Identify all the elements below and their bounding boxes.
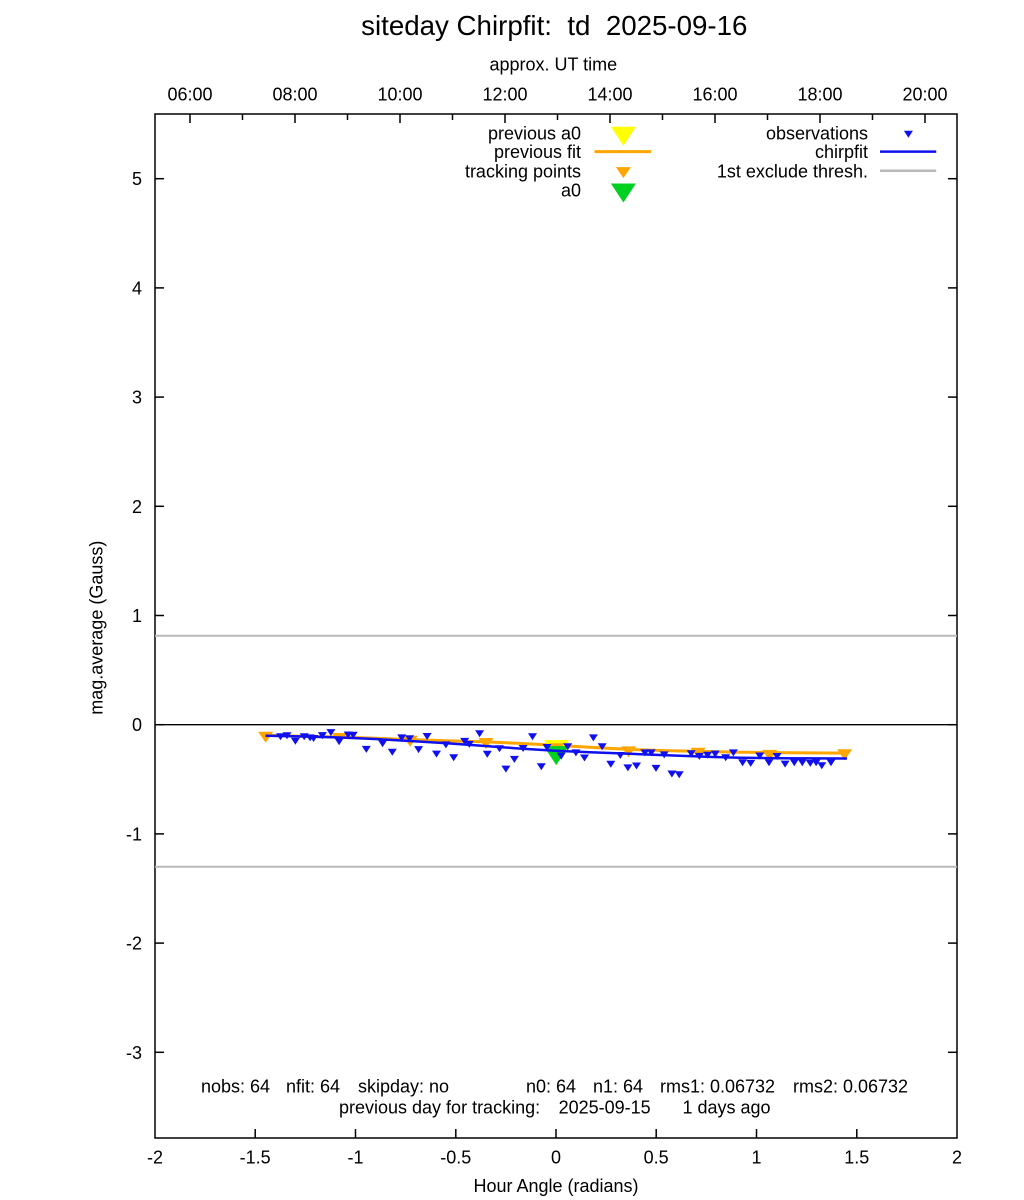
svg-text:rms2: 0.06732: rms2: 0.06732 [793, 1077, 908, 1097]
svg-text:-2: -2 [126, 934, 142, 954]
svg-text:0.5: 0.5 [644, 1148, 669, 1168]
svg-text:-1: -1 [126, 824, 142, 844]
svg-text:Hour Angle (radians): Hour Angle (radians) [473, 1176, 638, 1196]
svg-text:-2: -2 [147, 1148, 163, 1168]
svg-text:20:00: 20:00 [902, 85, 947, 105]
svg-text:0: 0 [132, 715, 142, 735]
svg-text:3: 3 [132, 388, 142, 408]
svg-text:2: 2 [132, 497, 142, 517]
svg-text:1.5: 1.5 [844, 1148, 869, 1168]
svg-text:-3: -3 [126, 1043, 142, 1063]
svg-text:-1.5: -1.5 [240, 1148, 271, 1168]
svg-text:chirpfit: chirpfit [815, 142, 868, 162]
svg-text:14:00: 14:00 [587, 85, 632, 105]
svg-text:1: 1 [751, 1148, 761, 1168]
svg-text:approx. UT time: approx. UT time [489, 55, 617, 75]
svg-text:16:00: 16:00 [692, 85, 737, 105]
svg-text:tracking points: tracking points [465, 161, 581, 181]
svg-text:2025-09-15: 2025-09-15 [559, 1098, 651, 1118]
svg-text:skipday: no: skipday: no [358, 1077, 449, 1097]
svg-text:n1: 64: n1: 64 [593, 1077, 643, 1097]
svg-text:2: 2 [952, 1148, 962, 1168]
svg-text:observations: observations [766, 124, 868, 144]
svg-text:-0.5: -0.5 [440, 1148, 471, 1168]
svg-text:1 days ago: 1 days ago [683, 1098, 771, 1118]
svg-text:08:00: 08:00 [272, 85, 317, 105]
svg-text:18:00: 18:00 [797, 85, 842, 105]
svg-text:siteday Chirpfit: td 2025-09: siteday Chirpfit: td 2025-09-16 [361, 10, 747, 41]
svg-text:12:00: 12:00 [482, 85, 527, 105]
svg-text:06:00: 06:00 [167, 85, 212, 105]
svg-text:previous day for tracking:: previous day for tracking: [339, 1098, 540, 1118]
svg-text:1st exclude thresh.: 1st exclude thresh. [717, 161, 868, 181]
svg-text:mag.average (Gauss): mag.average (Gauss) [87, 541, 107, 715]
svg-text:rms1: 0.06732: rms1: 0.06732 [660, 1077, 775, 1097]
svg-text:0: 0 [551, 1148, 561, 1168]
svg-text:nobs: 64: nobs: 64 [201, 1077, 270, 1097]
svg-text:previous fit: previous fit [494, 142, 581, 162]
svg-text:previous a0: previous a0 [488, 124, 581, 144]
svg-text:10:00: 10:00 [377, 85, 422, 105]
svg-text:1: 1 [132, 606, 142, 626]
svg-text:-1: -1 [347, 1148, 363, 1168]
svg-text:nfit: 64: nfit: 64 [286, 1077, 340, 1097]
svg-text:4: 4 [132, 278, 142, 298]
svg-text:a0: a0 [561, 180, 581, 200]
svg-text:n0: 64: n0: 64 [526, 1077, 576, 1097]
svg-text:5: 5 [132, 169, 142, 189]
